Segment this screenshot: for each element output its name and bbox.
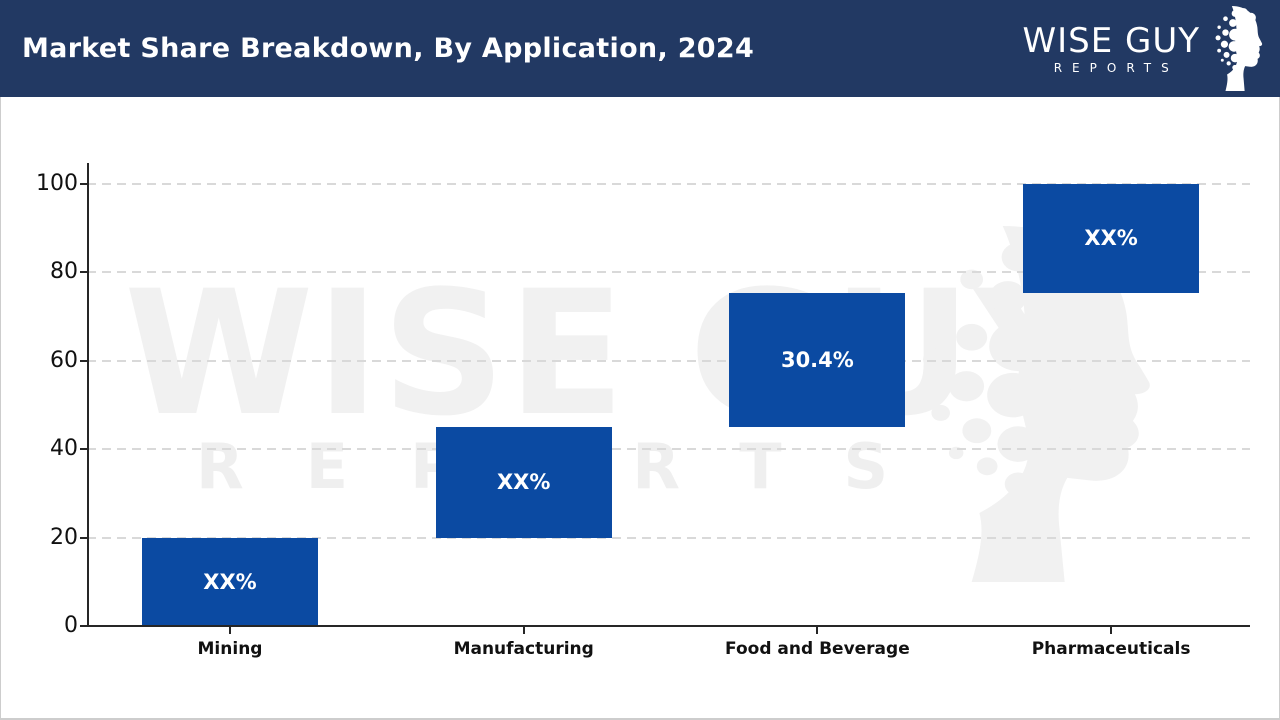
y-gridline bbox=[87, 271, 1250, 274]
y-tick-label: 100 bbox=[36, 171, 78, 196]
bar-value-label: XX% bbox=[203, 569, 257, 594]
y-tick-mark bbox=[80, 271, 87, 274]
bar-value-label: XX% bbox=[496, 470, 551, 495]
y-tick-label: 80 bbox=[50, 259, 78, 285]
y-tick-mark bbox=[80, 183, 87, 185]
brand-reports-label: REPORTS bbox=[1053, 60, 1179, 75]
y-gridline bbox=[87, 359, 1250, 362]
y-tick-mark bbox=[80, 448, 87, 451]
brand-head-logo-icon bbox=[1202, 6, 1266, 91]
chart-title: Market Share Breakdown, By Application, … bbox=[22, 33, 755, 64]
y-tick-label: 0 bbox=[64, 613, 78, 638]
y-gridline bbox=[87, 183, 1250, 185]
x-tick-mark bbox=[816, 627, 819, 634]
bar-value-label: 30.4% bbox=[780, 347, 854, 372]
x-tick-label: Manufacturing bbox=[453, 639, 594, 659]
header-bar: Market Share Breakdown, By Application, … bbox=[0, 0, 1280, 97]
brand-wordmark: WISE GUY bbox=[1022, 20, 1200, 61]
x-tick-label: Food and Beverage bbox=[725, 639, 910, 659]
brand-logo-text: WISE GUY REPORTS bbox=[1022, 24, 1200, 74]
x-tick-label: Mining bbox=[197, 639, 263, 659]
x-axis-spine bbox=[87, 625, 1250, 627]
y-tick-label: 20 bbox=[50, 524, 78, 550]
bar-food-and-beverage: 30.4% bbox=[729, 292, 906, 428]
x-tick-mark bbox=[229, 627, 231, 634]
y-tick-mark bbox=[80, 359, 87, 362]
x-tick-mark bbox=[522, 627, 525, 634]
y-tick-label: 40 bbox=[50, 436, 78, 462]
x-tick-label: Pharmaceuticals bbox=[1031, 639, 1191, 659]
y-gridline bbox=[87, 448, 1250, 451]
y-tick-mark bbox=[80, 625, 87, 627]
y-axis-spine bbox=[87, 163, 89, 627]
brand-logo: WISE GUY REPORTS bbox=[1022, 0, 1266, 97]
y-tick-label: 60 bbox=[50, 347, 78, 373]
y-tick-mark bbox=[80, 536, 87, 539]
x-tick-mark bbox=[1110, 627, 1113, 634]
image-bottom-border bbox=[0, 718, 1280, 720]
bar-pharmaceuticals: XX% bbox=[1023, 184, 1200, 293]
image-left-border bbox=[0, 97, 1, 720]
bar-mining: XX% bbox=[142, 537, 318, 626]
y-gridline bbox=[87, 536, 1250, 539]
bar-value-label: XX% bbox=[1084, 226, 1138, 251]
bar-manufacturing: XX% bbox=[435, 427, 612, 538]
